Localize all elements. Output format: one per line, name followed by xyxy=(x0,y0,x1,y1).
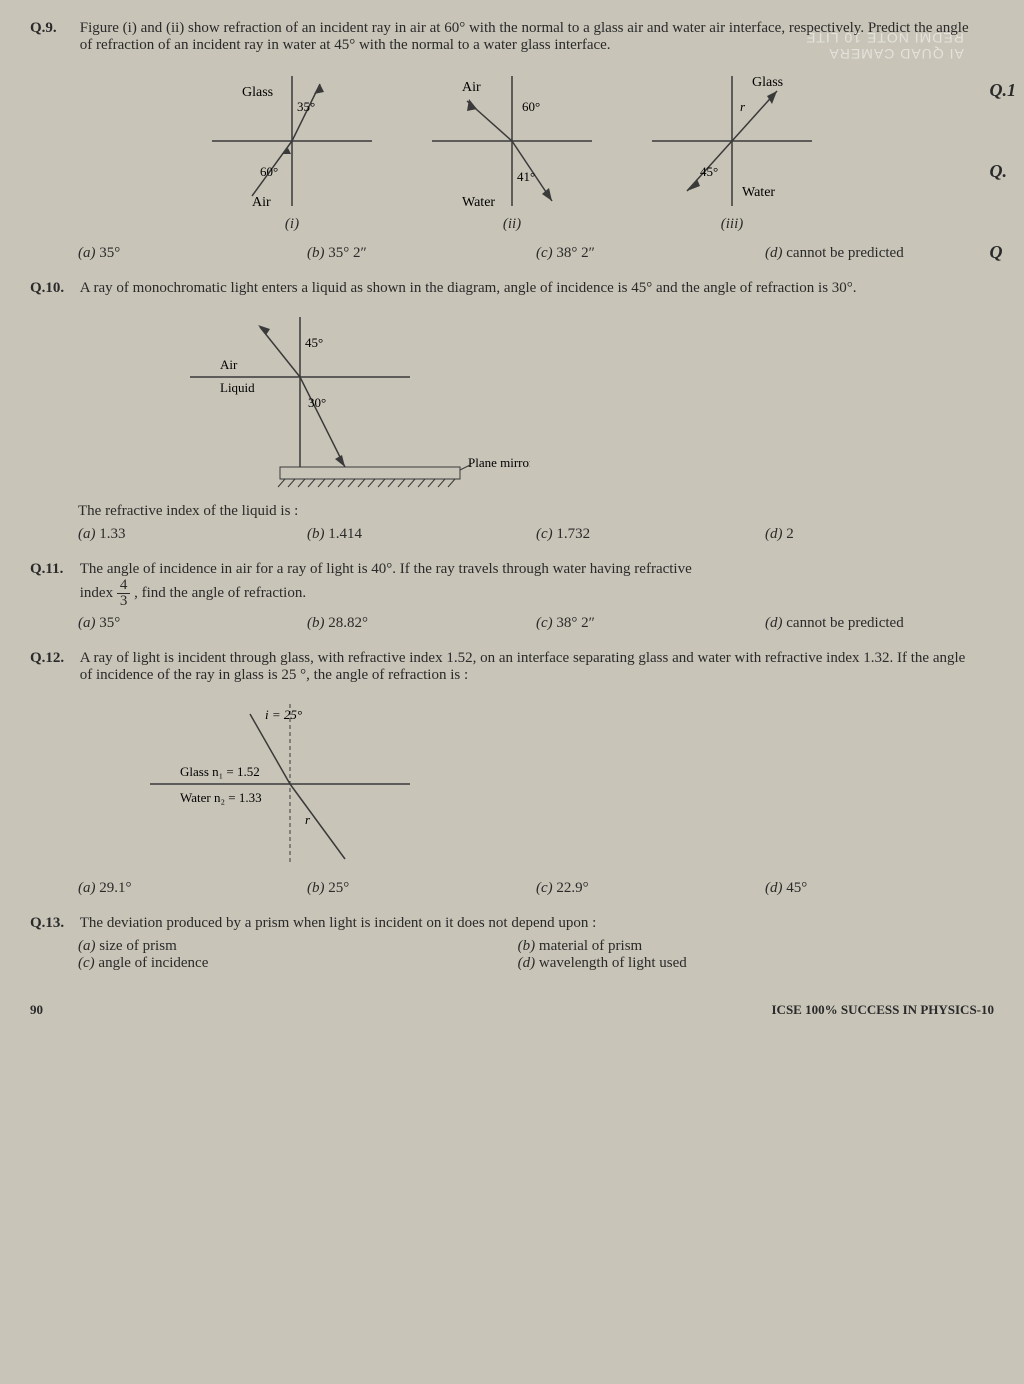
option-a: (a) 29.1° xyxy=(78,880,307,897)
question-12: Q.12. A ray of light is incident through… xyxy=(30,650,994,897)
svg-text:i = 25°: i = 25° xyxy=(265,707,302,722)
option-d: (d) cannot be predicted xyxy=(765,245,994,262)
option-b: (b) 1.414 xyxy=(307,526,536,543)
q9-diagram-2: Air 60° 41° Water (ii) xyxy=(422,66,602,233)
q9-diagram-1: Glass 35° 60° Air (i) xyxy=(202,66,382,233)
q9-text: Figure (i) and (ii) show refraction of a… xyxy=(80,20,980,54)
option-d: (d) wavelength of light used xyxy=(518,955,958,972)
q10-number: Q.10. xyxy=(30,280,76,297)
option-a: (a) 1.33 xyxy=(78,526,307,543)
svg-text:Glass n₁ = 1.52: Glass n₁ = 1.52 xyxy=(180,764,260,779)
q10-text: A ray of monochromatic light enters a li… xyxy=(80,280,980,297)
q12-diagram: i = 25° Glass n₁ = 1.52 Water n₂ = 1.33 … xyxy=(130,694,994,874)
q12-number: Q.12. xyxy=(30,650,76,667)
svg-text:60°: 60° xyxy=(522,99,540,114)
svg-text:45°: 45° xyxy=(700,164,718,179)
svg-text:r: r xyxy=(305,812,311,827)
svg-text:41°: 41° xyxy=(517,169,535,184)
page-footer: 90 ICSE 100% SUCCESS IN PHYSICS-10 xyxy=(30,1002,994,1018)
diagram-caption: (iii) xyxy=(642,216,822,233)
question-11: Q.11. The angle of incidence in air for … xyxy=(30,561,994,632)
option-b: (b) 28.82° xyxy=(307,615,536,632)
q13-text: The deviation produced by a prism when l… xyxy=(80,915,980,932)
option-c: (c) 38° 2″ xyxy=(536,615,765,632)
option-c: (c) 1.732 xyxy=(536,526,765,543)
diagram-caption: (i) xyxy=(202,216,382,233)
option-a: (a) 35° xyxy=(78,615,307,632)
q13-options: (a) size of prism (b) material of prism … xyxy=(78,938,994,972)
svg-text:Water n₂ = 1.33: Water n₂ = 1.33 xyxy=(180,790,262,805)
option-d: (d) cannot be predicted xyxy=(765,615,994,632)
q12-options: (a) 29.1° (b) 25° (c) 22.9° (d) 45° xyxy=(78,880,994,897)
option-c: (c) angle of incidence xyxy=(78,955,518,972)
svg-text:Air: Air xyxy=(220,357,238,372)
svg-text:Plane mirror: Plane mirror xyxy=(468,455,530,470)
option-b: (b) 35° 2″ xyxy=(307,245,536,262)
q10-lead: The refractive index of the liquid is : xyxy=(78,503,994,520)
svg-text:Glass: Glass xyxy=(242,85,273,100)
svg-text:45°: 45° xyxy=(305,335,323,350)
q9-number: Q.9. xyxy=(30,20,76,37)
svg-text:Glass: Glass xyxy=(752,75,783,90)
option-b: (b) 25° xyxy=(307,880,536,897)
option-c: (c) 22.9° xyxy=(536,880,765,897)
option-d: (d) 2 xyxy=(765,526,994,543)
q9-options: (a) 35° (b) 35° 2″ (c) 38° 2″ (d) cannot… xyxy=(78,245,994,262)
option-a: (a) size of prism xyxy=(78,938,518,955)
q9-diagrams: Glass 35° 60° Air (i) Air 60° 41° Water … xyxy=(30,66,994,233)
svg-text:Water: Water xyxy=(742,185,775,200)
option-c: (c) 38° 2″ xyxy=(536,245,765,262)
option-a: (a) 35° xyxy=(78,245,307,262)
option-b: (b) material of prism xyxy=(518,938,958,955)
page-number: 90 xyxy=(30,1002,43,1018)
q11-options: (a) 35° (b) 28.82° (c) 38° 2″ (d) cannot… xyxy=(78,615,994,632)
svg-text:Water: Water xyxy=(462,195,495,210)
book-title: ICSE 100% SUCCESS IN PHYSICS-10 xyxy=(772,1002,995,1018)
svg-text:r: r xyxy=(740,99,746,114)
svg-text:Air: Air xyxy=(462,80,481,95)
option-d: (d) 45° xyxy=(765,880,994,897)
svg-text:Air: Air xyxy=(252,195,271,210)
diagram-caption: (ii) xyxy=(422,216,602,233)
q11-text: The angle of incidence in air for a ray … xyxy=(80,561,980,609)
svg-text:35°: 35° xyxy=(297,99,315,114)
q10-diagram: Air Liquid 45° 30° Plane mirror xyxy=(150,307,994,497)
q10-options: (a) 1.33 (b) 1.414 (c) 1.732 (d) 2 xyxy=(78,526,994,543)
q9-diagram-3: Glass r 45° Water (iii) xyxy=(642,66,822,233)
question-9: Q.9. Figure (i) and (ii) show refraction… xyxy=(30,20,994,262)
q12-text: A ray of light is incident through glass… xyxy=(80,650,980,684)
q11-number: Q.11. xyxy=(30,561,76,578)
svg-text:Liquid: Liquid xyxy=(220,380,255,395)
svg-text:30°: 30° xyxy=(308,395,326,410)
q13-number: Q.13. xyxy=(30,915,76,932)
question-13: Q.13. The deviation produced by a prism … xyxy=(30,915,994,972)
question-10: Q.10. A ray of monochromatic light enter… xyxy=(30,280,994,543)
svg-text:60°: 60° xyxy=(260,164,278,179)
